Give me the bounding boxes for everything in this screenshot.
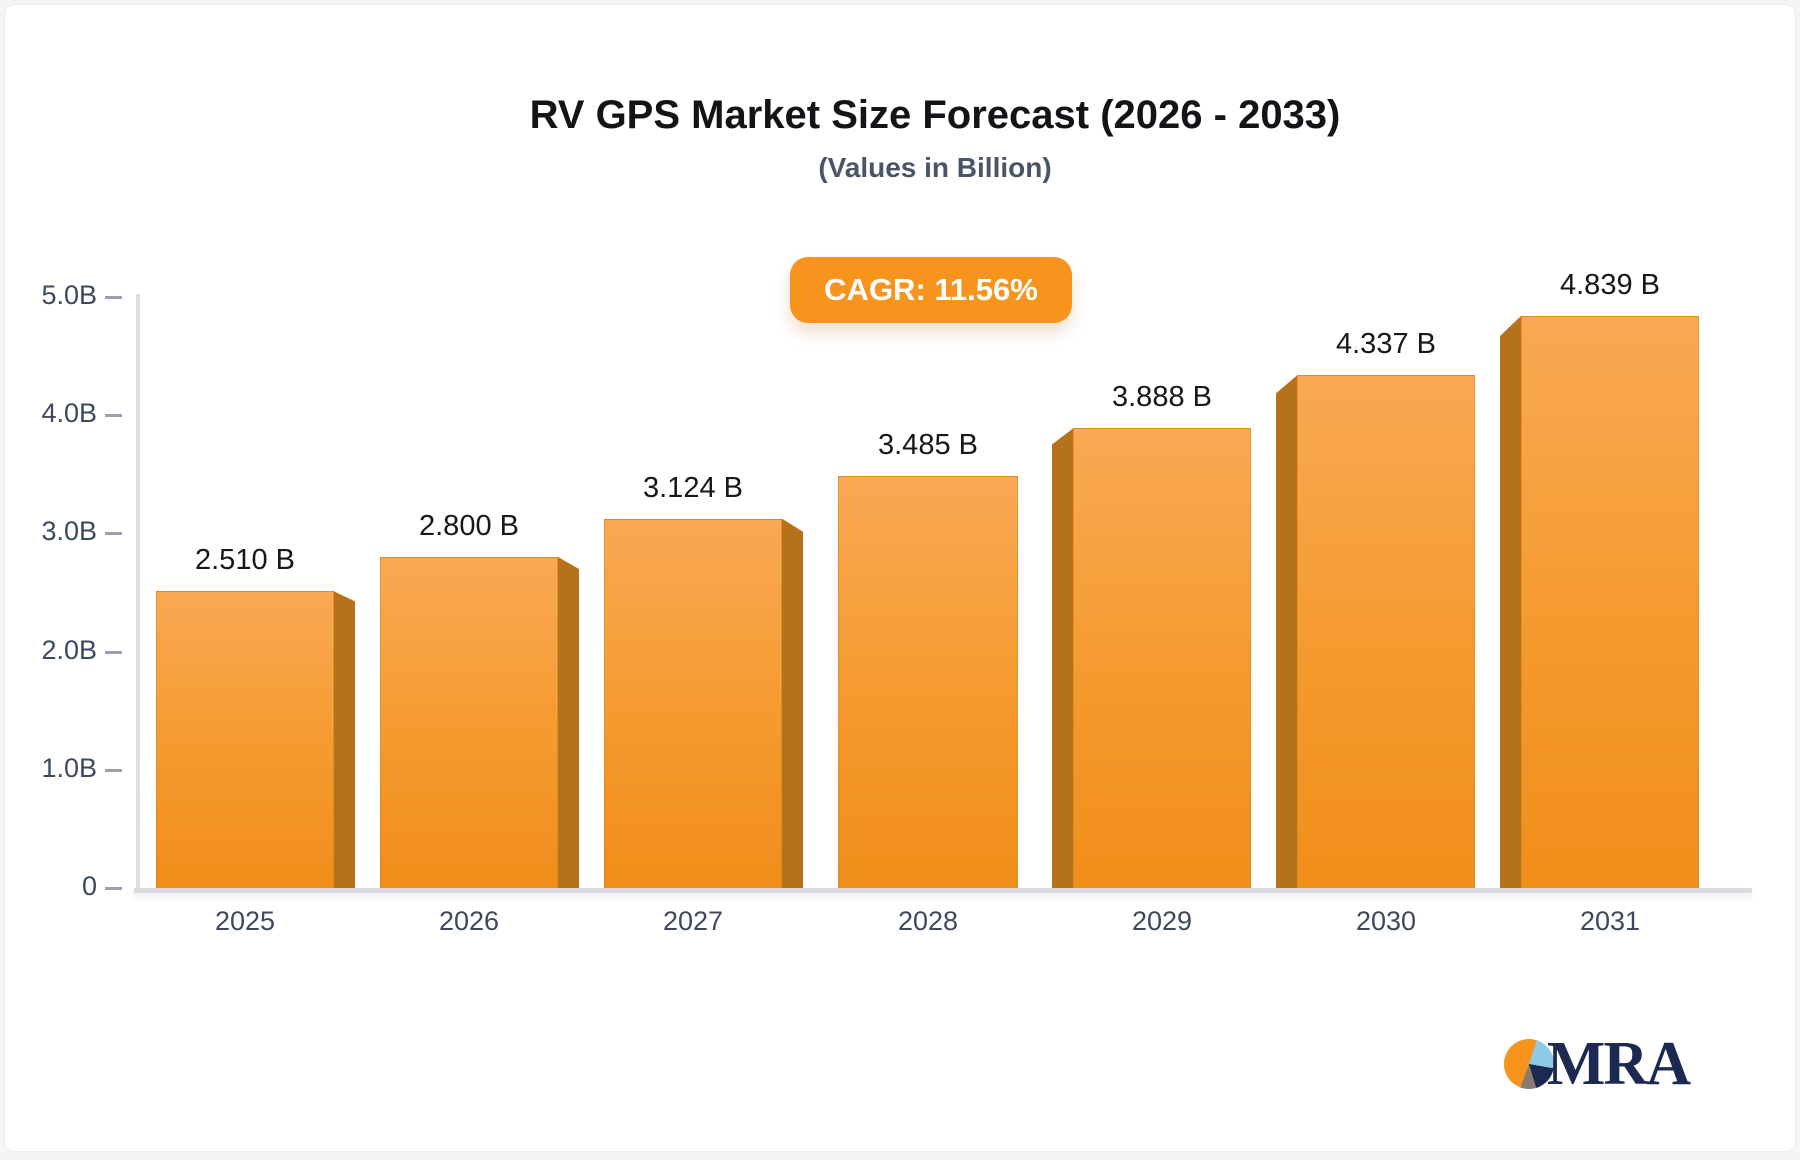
y-axis-tick (105, 414, 122, 418)
bar-value-label: 3.485 B (878, 429, 978, 462)
x-axis-line (134, 888, 1752, 893)
bar-value-label: 3.888 B (1112, 381, 1212, 414)
x-axis-label: 2030 (1355, 906, 1417, 936)
bar-value-label: 2.800 B (419, 510, 519, 543)
x-axis-label: 2031 (1579, 906, 1641, 936)
pie-chart-icon (1503, 1039, 1554, 1089)
y-axis-tick-label: 0 (81, 871, 97, 901)
bar-side-face (1052, 428, 1073, 888)
mra-logo: MRA (1503, 1030, 1691, 1098)
x-axis-label: 2029 (1131, 906, 1193, 936)
chart-subtitle: (Values in Billion) (818, 152, 1052, 183)
x-axis-label: 2026 (438, 906, 500, 936)
y-axis-tick (105, 768, 122, 772)
bar (156, 591, 334, 888)
bar (1073, 428, 1251, 888)
bar-side-face (334, 591, 355, 888)
bar-value-label: 4.839 B (1560, 269, 1660, 302)
bar-value-label: 2.510 B (195, 544, 295, 577)
bar-chart: 5.0B 4.0B 3.0B 2.0B 1.0B 0 2.510 B 2025 2.800 B 2… (5, 5, 1795, 1151)
y-axis-tick-label: 5.0B (41, 280, 97, 310)
x-axis-label: 2028 (897, 906, 959, 936)
cagr-badge: CAGR: 11.56% (790, 257, 1072, 323)
bar (1521, 316, 1699, 888)
y-axis-tick-label: 4.0B (41, 398, 97, 429)
bar-side-face (558, 557, 579, 888)
chart-header: RV GPS Market Size Forecast (2026 - 2033… (75, 93, 1795, 184)
bar (838, 476, 1018, 888)
y-axis-tick (105, 296, 122, 299)
bar-side-face (782, 518, 803, 888)
x-axis-label: 2025 (214, 906, 276, 936)
chart-title: RV GPS Market Size Forecast (2026 - 2033… (529, 93, 1341, 137)
y-axis-tick (105, 887, 122, 890)
bar-side-face (1500, 316, 1521, 888)
chart-card: RV GPS Market Size Forecast (2026 - 2033… (4, 4, 1796, 1152)
logo-text: MRA (1546, 1030, 1691, 1098)
bar-value-label: 4.337 B (1336, 328, 1436, 361)
bar (604, 518, 782, 888)
bar (1297, 375, 1475, 888)
y-axis-tick (105, 532, 122, 536)
y-axis-tick-label: 2.0B (41, 634, 97, 665)
bar-value-label: 3.124 B (643, 471, 743, 504)
y-axis-tick (105, 650, 122, 654)
bar (380, 557, 558, 888)
bar-side-face (1276, 375, 1297, 888)
x-axis-label: 2027 (662, 906, 724, 936)
y-axis-tick-label: 3.0B (41, 516, 97, 547)
y-axis-tick-label: 1.0B (41, 752, 97, 783)
y-axis-line (136, 294, 140, 893)
